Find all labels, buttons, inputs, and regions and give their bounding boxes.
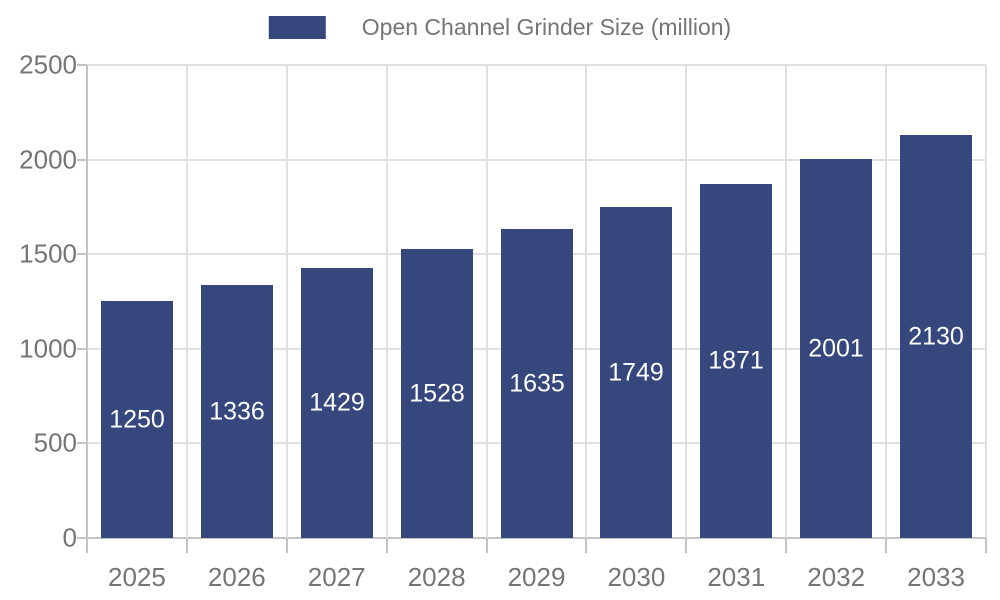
bar: 1336 <box>201 285 273 538</box>
x-tick-mark <box>985 538 987 553</box>
x-gridline <box>486 65 488 538</box>
y-tick-label: 500 <box>33 427 77 458</box>
x-gridline <box>386 65 388 538</box>
legend-label: Open Channel Grinder Size (million) <box>361 14 732 40</box>
y-tick-label: 2500 <box>19 49 77 80</box>
bar: 1749 <box>600 207 672 538</box>
bar-value-label: 1635 <box>509 369 565 397</box>
x-gridline <box>186 65 188 538</box>
x-gridline <box>985 65 987 538</box>
bar: 1429 <box>301 268 373 538</box>
x-gridline <box>885 65 887 538</box>
y-gridline <box>87 158 986 161</box>
y-tick-mark <box>77 537 87 539</box>
y-gridline <box>87 537 986 539</box>
bar: 1635 <box>501 229 573 538</box>
x-tick-label: 2029 <box>507 562 566 592</box>
x-tick-mark <box>486 538 488 553</box>
legend-swatch <box>268 16 326 39</box>
y-tick-mark <box>77 347 87 350</box>
x-tick-label: 2025 <box>108 562 166 592</box>
x-tick-mark <box>286 538 288 553</box>
y-tick-label: 1000 <box>19 333 77 364</box>
x-tick-mark <box>585 538 587 553</box>
bar: 1250 <box>101 301 173 538</box>
legend: Open Channel Grinder Size (million) <box>268 14 732 41</box>
bar-value-label: 2001 <box>808 334 864 362</box>
x-gridline <box>685 65 687 538</box>
x-tick-label: 2026 <box>207 562 266 592</box>
x-tick-mark <box>386 538 388 553</box>
bar: 2130 <box>900 135 972 538</box>
bar-value-label: 2130 <box>908 322 964 350</box>
x-tick-label: 2031 <box>707 562 766 592</box>
bar-value-label: 1336 <box>209 397 265 425</box>
y-tick-mark <box>77 158 87 161</box>
y-tick-mark <box>77 64 87 66</box>
bar: 1528 <box>401 249 473 538</box>
x-tick-label: 2028 <box>407 562 466 592</box>
x-gridline <box>585 65 587 538</box>
bar: 1871 <box>700 184 772 538</box>
y-tick-label: 1500 <box>19 238 77 269</box>
x-tick-mark <box>885 538 887 553</box>
bar-value-label: 1250 <box>109 405 165 433</box>
y-gridline <box>87 64 986 66</box>
y-tick-mark <box>77 253 87 256</box>
bar-value-label: 1871 <box>708 346 764 375</box>
bar-value-label: 1429 <box>309 388 365 417</box>
x-gridline <box>286 65 288 538</box>
bar: 2001 <box>800 159 872 538</box>
y-tick-mark <box>77 442 87 445</box>
x-tick-label: 2030 <box>607 562 666 592</box>
y-tick-label: 2000 <box>19 144 77 175</box>
x-tick-mark <box>186 538 188 553</box>
x-tick-label: 2033 <box>907 562 965 592</box>
bar-value-label: 1528 <box>409 379 465 407</box>
x-tick-mark <box>785 538 787 553</box>
x-tick-label: 2027 <box>307 562 366 592</box>
y-tick-label: 0 <box>62 522 77 553</box>
x-gridline <box>785 65 787 538</box>
x-tick-mark <box>685 538 687 553</box>
bar-value-label: 1749 <box>608 358 664 386</box>
x-tick-label: 2032 <box>807 562 866 592</box>
y-axis-line <box>86 65 88 553</box>
